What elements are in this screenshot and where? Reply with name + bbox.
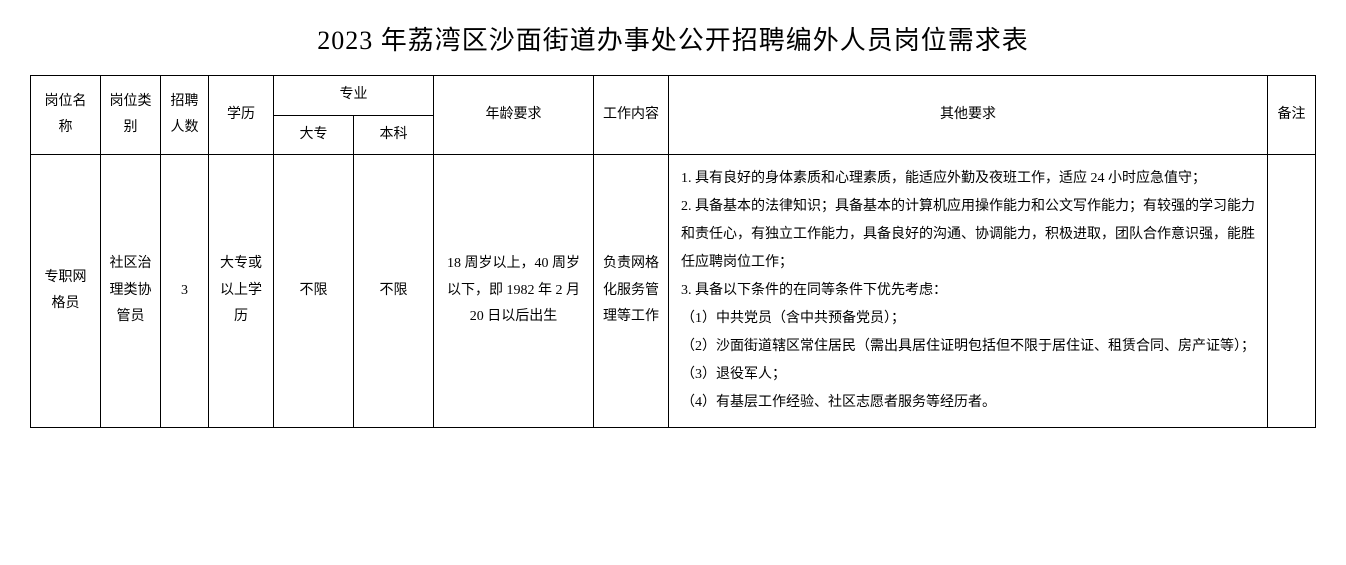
col-major-bk: 本科 [354, 115, 434, 155]
cell-work: 负责网格化服务管理等工作 [594, 155, 669, 428]
cell-other: 1. 具有良好的身体素质和心理素质，能适应外勤及夜班工作，适应 24 小时应急值… [669, 155, 1268, 428]
cell-age: 18 周岁以上，40 周岁以下，即 1982 年 2 月 20 日以后出生 [434, 155, 594, 428]
cell-education: 大专或以上学历 [209, 155, 274, 428]
cell-note [1268, 155, 1316, 428]
col-count: 招聘人数 [161, 76, 209, 155]
col-position: 岗位名称 [31, 76, 101, 155]
cell-major-dz: 不限 [274, 155, 354, 428]
col-work: 工作内容 [594, 76, 669, 155]
col-other: 其他要求 [669, 76, 1268, 155]
col-education: 学历 [209, 76, 274, 155]
cell-major-bk: 不限 [354, 155, 434, 428]
page-title: 2023 年荔湾区沙面街道办事处公开招聘编外人员岗位需求表 [30, 20, 1316, 57]
col-major: 专业 [274, 76, 434, 116]
cell-count: 3 [161, 155, 209, 428]
requirements-table: 岗位名称 岗位类别 招聘人数 学历 专业 年龄要求 工作内容 其他要求 备注 大… [30, 75, 1316, 428]
col-age: 年龄要求 [434, 76, 594, 155]
col-major-dz: 大专 [274, 115, 354, 155]
col-note: 备注 [1268, 76, 1316, 155]
cell-category: 社区治理类协管员 [101, 155, 161, 428]
col-category: 岗位类别 [101, 76, 161, 155]
cell-position: 专职网格员 [31, 155, 101, 428]
table-row: 专职网格员 社区治理类协管员 3 大专或以上学历 不限 不限 18 周岁以上，4… [31, 155, 1316, 428]
